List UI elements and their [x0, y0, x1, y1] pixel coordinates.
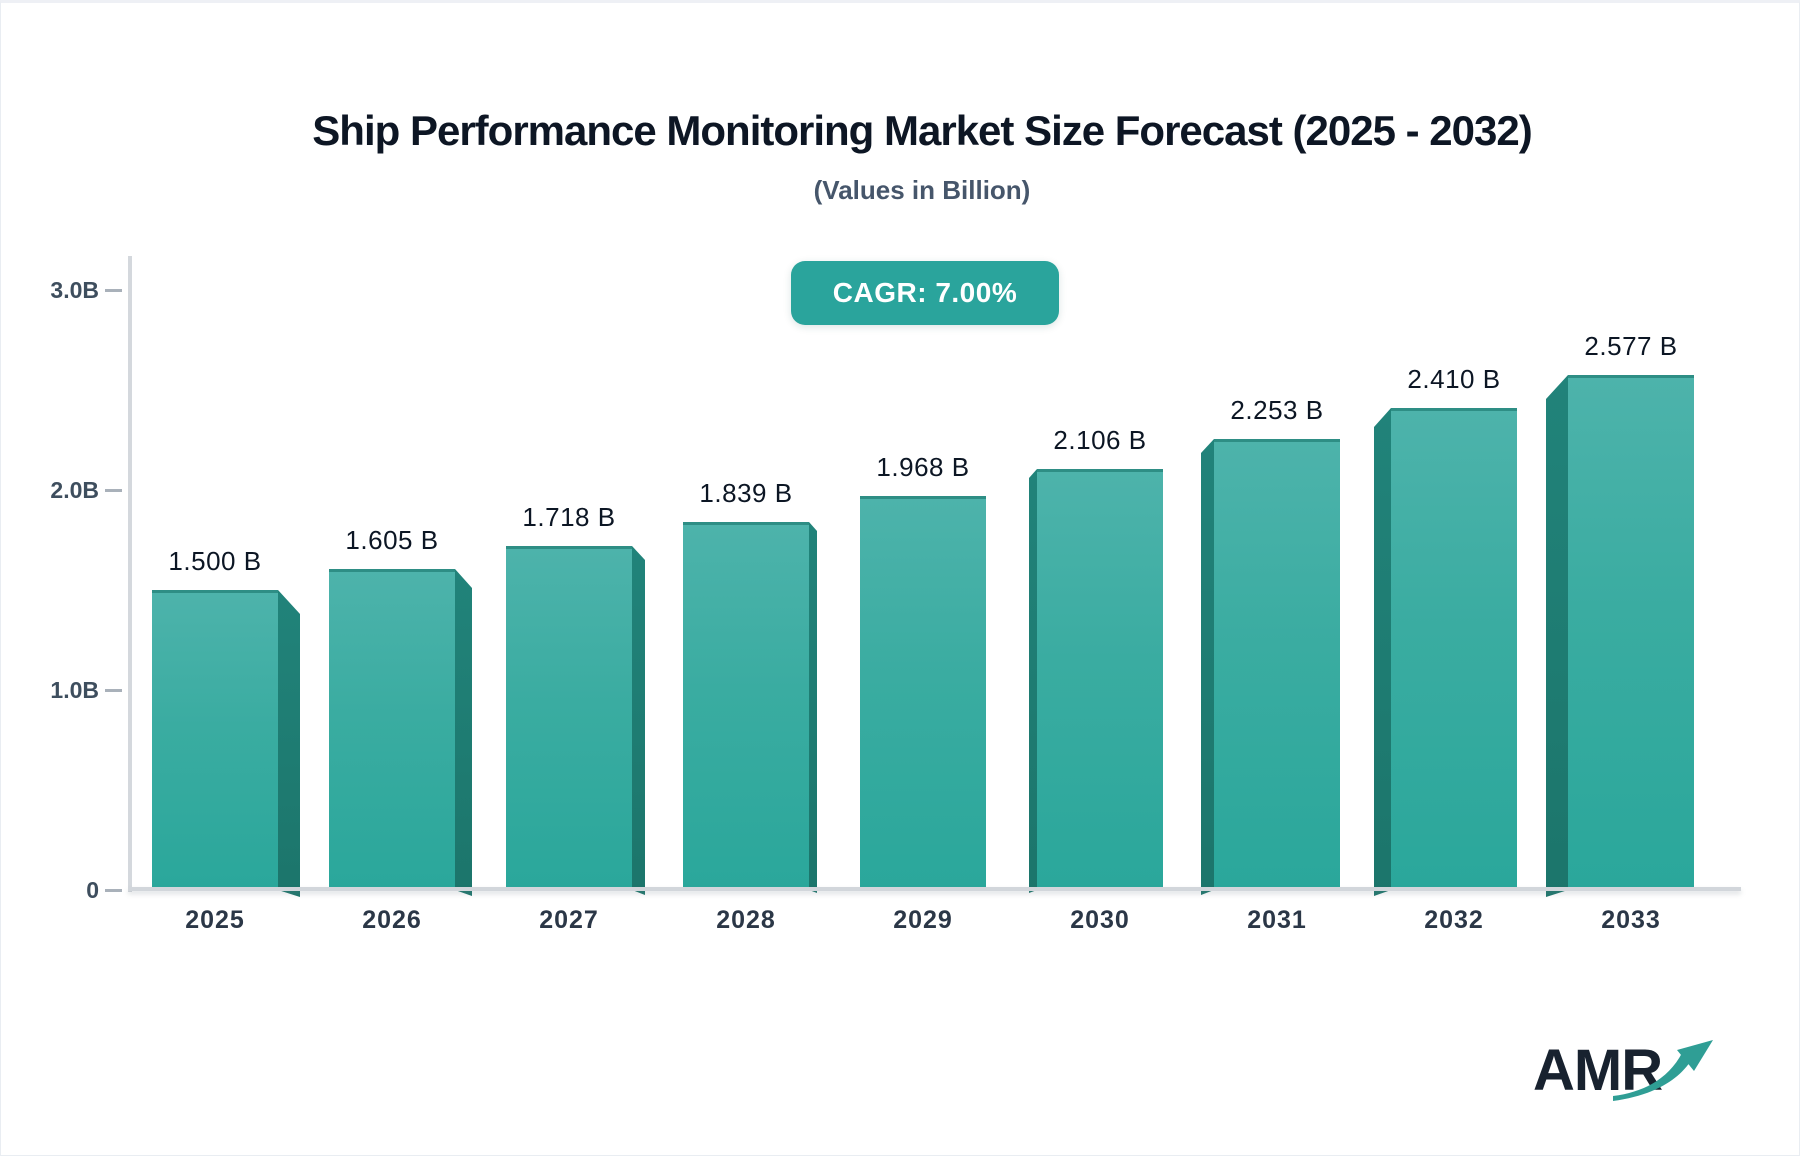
bar-side-face-2033 — [1546, 375, 1568, 897]
bar-2031 — [1214, 439, 1340, 890]
bar-side-face-2027 — [632, 546, 645, 895]
bar-value-label-2030: 2.106 B — [1053, 425, 1147, 455]
bar-2032 — [1391, 408, 1517, 890]
bar-value-label-2026: 1.605 B — [345, 525, 439, 555]
trend-up-arrow-icon — [1613, 1040, 1713, 1101]
bar-value-label-2032: 2.410 B — [1407, 364, 1501, 394]
x-axis-label-2027: 2027 — [539, 906, 599, 934]
chart-subtitle: (Values in Billion) — [813, 175, 1031, 205]
bar-2029 — [860, 496, 986, 890]
bar-value-label-2029: 1.968 B — [876, 452, 970, 482]
x-axis-label-2030: 2030 — [1070, 906, 1130, 934]
y-tick-mark — [105, 289, 122, 292]
bar-value-label-2031: 2.253 B — [1230, 395, 1324, 425]
bar-value-label-2025: 1.500 B — [168, 546, 262, 576]
chart-title: Ship Performance Monitoring Market Size … — [312, 107, 1532, 154]
x-axis-label-2028: 2028 — [716, 906, 776, 934]
bar-side-face-2031 — [1201, 439, 1214, 895]
bar-value-label-2027: 1.718 B — [522, 502, 616, 532]
bar-2028 — [683, 522, 809, 890]
bar-side-face-2030 — [1029, 469, 1037, 893]
x-axis-baseline — [128, 887, 1741, 891]
x-axis-label-2032: 2032 — [1424, 906, 1484, 934]
y-tick-label: 1.0B — [50, 677, 99, 703]
y-tick-mark — [105, 689, 122, 692]
y-tick-label: 3.0B — [50, 277, 99, 303]
bar-side-face-2025 — [278, 590, 300, 897]
cagr-badge: CAGR: 7.00% — [791, 261, 1059, 325]
bar-2025 — [152, 590, 278, 890]
bar-side-face-2028 — [809, 522, 817, 893]
y-axis-line — [128, 256, 132, 892]
y-tick-mark — [105, 889, 122, 892]
amr-logo: AMR — [1533, 1037, 1723, 1107]
bar-side-face-2026 — [455, 569, 472, 896]
bar-value-label-2033: 2.577 B — [1584, 331, 1678, 361]
bar-value-label-2028: 1.839 B — [699, 478, 793, 508]
x-axis-label-2025: 2025 — [185, 906, 245, 934]
bar-2030 — [1037, 469, 1163, 890]
x-axis-label-2029: 2029 — [893, 906, 953, 934]
bar-2026 — [329, 569, 455, 890]
x-axis-label-2031: 2031 — [1247, 906, 1307, 934]
x-axis-label-2026: 2026 — [362, 906, 422, 934]
y-tick-mark — [105, 489, 122, 492]
bar-2027 — [506, 546, 632, 890]
y-tick-label: 2.0B — [50, 477, 99, 503]
bar-side-face-2032 — [1374, 408, 1391, 896]
bar-2033 — [1568, 375, 1694, 890]
y-tick-label: 0 — [86, 877, 99, 903]
x-axis-label-2033: 2033 — [1601, 906, 1661, 934]
